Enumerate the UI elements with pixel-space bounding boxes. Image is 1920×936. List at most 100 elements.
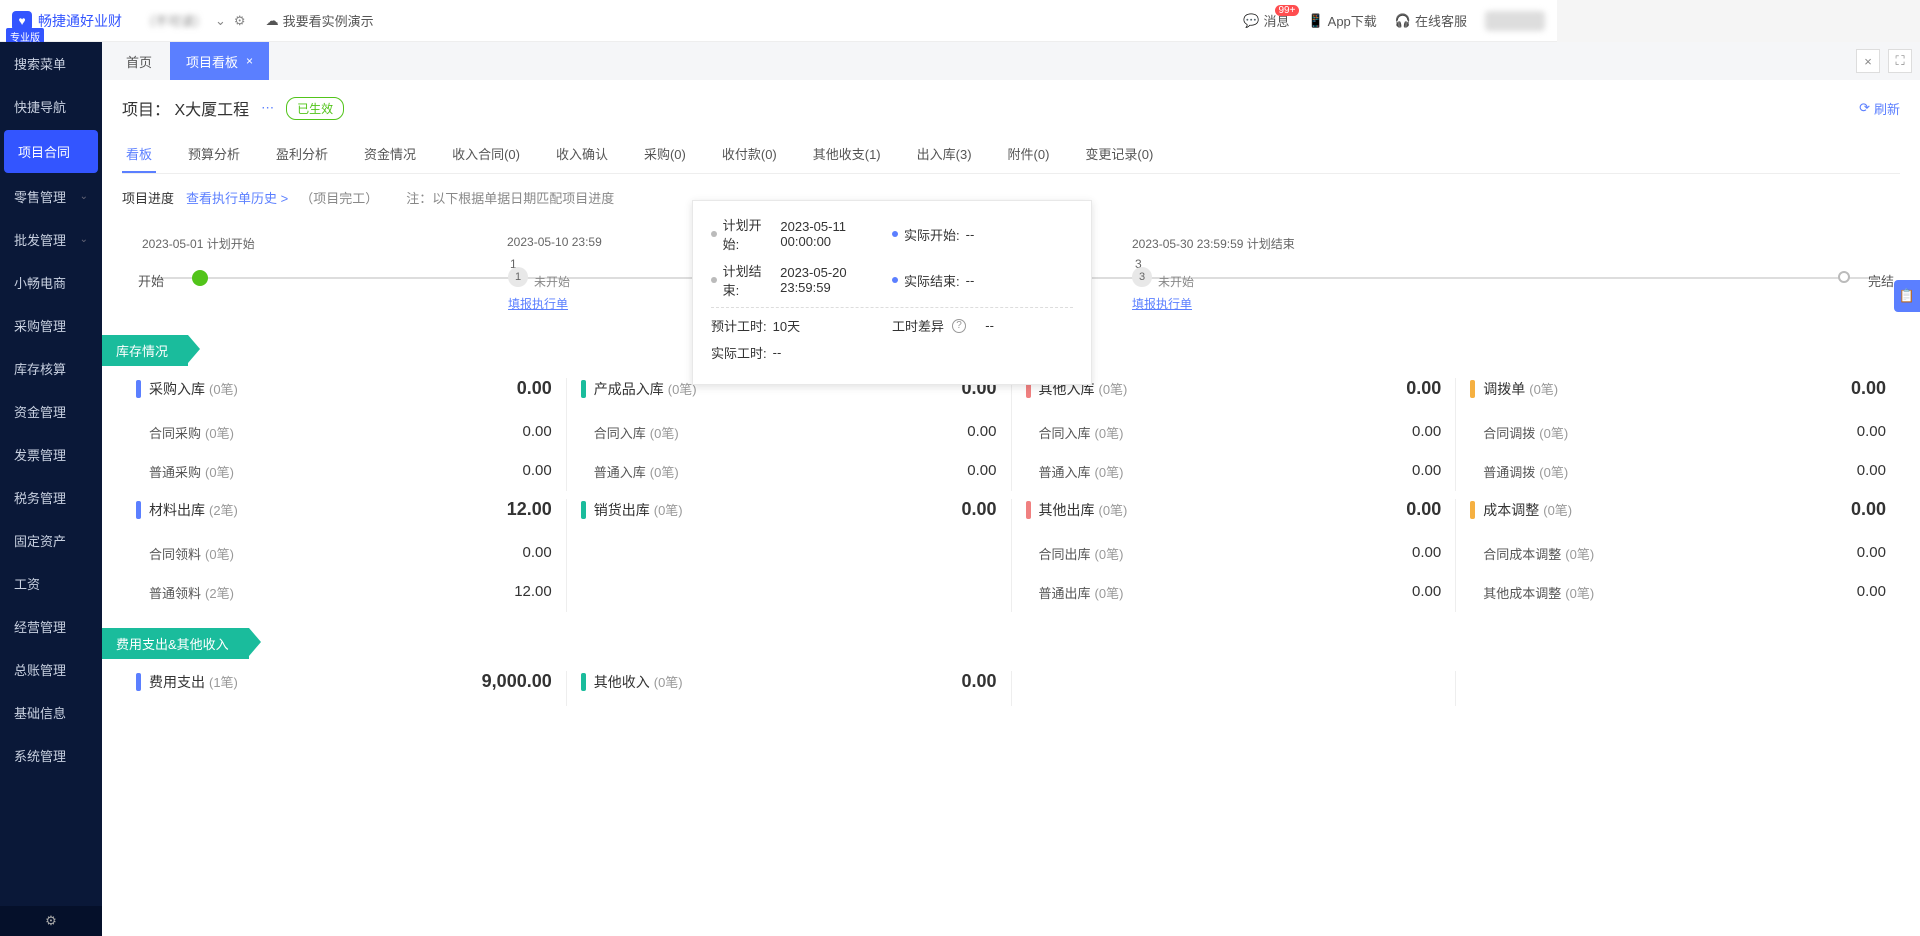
history-link[interactable]: 查看执行单历史 >	[186, 188, 288, 207]
start-dot	[192, 270, 208, 286]
card-sub-row: 普通领料(2笔)12.00	[136, 573, 552, 612]
company-selector[interactable]: （不可读） ⌄	[142, 11, 226, 30]
sub-tab-3[interactable]: 资金情况	[360, 136, 420, 173]
tl-date-1: 2023-05-01 计划开始	[142, 235, 255, 252]
page-tabs: 首页 项目看板 × × ⛶	[102, 42, 1920, 80]
sidebar-item-2[interactable]: 项目合同	[4, 130, 98, 173]
card-sub-row: 普通调拨(0笔)0.00	[1470, 452, 1886, 491]
card-sub-row: 合同领料(0笔)0.00	[136, 534, 552, 573]
sidebar-item-5[interactable]: 小畅电商	[0, 261, 102, 304]
demo-link[interactable]: ☁ 我要看实例演示	[266, 11, 374, 30]
fullscreen-button[interactable]: ⛶	[1888, 49, 1912, 73]
cloud-icon: ☁	[266, 13, 279, 29]
sidebar-item-15[interactable]: 基础信息	[0, 691, 102, 734]
message-icon: 💬	[1243, 13, 1259, 29]
card-head[interactable]: 成本调整 (0笔) 0.00	[1470, 499, 1886, 520]
sidebar-item-10[interactable]: 税务管理	[0, 476, 102, 519]
fill-link-3[interactable]: 填报执行单	[1132, 295, 1192, 312]
sub-tab-2[interactable]: 盈利分析	[272, 136, 332, 173]
sidebar-item-12[interactable]: 工资	[0, 562, 102, 605]
card-head[interactable]: 销货出库 (0笔) 0.00	[581, 499, 997, 520]
color-bar	[1026, 501, 1031, 519]
headset-icon: 🎧	[1395, 13, 1411, 29]
card-sub-row: 合同入库(0笔)0.00	[1026, 413, 1442, 452]
messages-button[interactable]: 💬 消息 99+	[1243, 11, 1289, 30]
sub-tab-0[interactable]: 看板	[122, 136, 156, 173]
card-sub-row: 普通入库(0笔)0.00	[1026, 452, 1442, 491]
gear-icon[interactable]: ⚙	[234, 13, 246, 29]
sidebar-item-0[interactable]: 搜索菜单	[0, 42, 102, 85]
sidebar-item-8[interactable]: 资金管理	[0, 390, 102, 433]
tab-home[interactable]: 首页	[110, 42, 168, 81]
end-label: 完结	[1868, 271, 1894, 290]
more-icon[interactable]: ⋯	[261, 100, 274, 116]
sidebar-item-9[interactable]: 发票管理	[0, 433, 102, 476]
side-panel-toggle[interactable]: 📋	[1894, 280, 1920, 312]
tab-project-board[interactable]: 项目看板 ×	[170, 42, 269, 81]
color-bar	[1470, 380, 1475, 398]
dot-icon	[892, 277, 898, 283]
card-head[interactable]: 其他收入 (0笔) 0.00	[581, 671, 997, 692]
expense-row: 费用支出 (1笔) 9,000.00 其他收入 (0笔) 0.00	[122, 671, 1900, 706]
logo-text: 畅捷通好业财	[38, 11, 122, 31]
section-inventory: 库存情况	[102, 335, 188, 366]
color-bar	[136, 501, 141, 519]
mobile-icon: 📱	[1307, 13, 1323, 29]
card-sub-row: 其他成本调整(0笔)0.00	[1470, 573, 1886, 612]
sidebar-item-7[interactable]: 库存核算	[0, 347, 102, 390]
app-download-button[interactable]: 📱 App下载	[1307, 11, 1376, 30]
card-head[interactable]: 费用支出 (1笔) 9,000.00	[136, 671, 552, 692]
card-col: 其他出库 (0笔) 0.00 合同出库(0笔)0.00普通出库(0笔)0.00	[1012, 499, 1457, 612]
sidebar-item-13[interactable]: 经营管理	[0, 605, 102, 648]
card-sub-row: 合同调拨(0笔)0.00	[1470, 413, 1886, 452]
sidebar-settings[interactable]: ⚙	[0, 906, 102, 936]
sub-tab-8[interactable]: 其他收支(1)	[809, 136, 885, 173]
end-dot	[1838, 271, 1850, 283]
sidebar-item-6[interactable]: 采购管理	[0, 304, 102, 347]
sub-tab-9[interactable]: 出入库(3)	[913, 136, 976, 173]
dot-icon	[711, 231, 717, 237]
card-col: 其他入库 (0笔) 0.00 合同入库(0笔)0.00普通入库(0笔)0.00	[1012, 378, 1457, 491]
help-icon[interactable]: ?	[952, 319, 966, 333]
refresh-button[interactable]: ⟳ 刷新	[1859, 99, 1900, 118]
sub-tab-7[interactable]: 收付款(0)	[718, 136, 781, 173]
avatar[interactable]	[1485, 11, 1545, 31]
note-icon: 📋	[1899, 288, 1915, 304]
close-all-button[interactable]: ×	[1856, 49, 1880, 73]
card-sub-row: 合同入库(0笔)0.00	[581, 413, 997, 452]
card-sub-row: 普通入库(0笔)0.00	[581, 452, 997, 491]
card-col: 材料出库 (2笔) 12.00 合同领料(0笔)0.00普通领料(2笔)12.0…	[122, 499, 567, 612]
timeline-node-3[interactable]: 3 未开始 填报执行单	[1132, 267, 1152, 287]
sidebar-item-16[interactable]: 系统管理	[0, 734, 102, 777]
chevron-down-icon: ⌄	[215, 13, 226, 29]
sub-tab-1[interactable]: 预算分析	[184, 136, 244, 173]
sidebar-item-4[interactable]: 批发管理⌄	[0, 218, 102, 261]
card-head[interactable]: 材料出库 (2笔) 12.00	[136, 499, 552, 520]
progress-hint: 注：以下根据单据日期匹配项目进度	[406, 188, 614, 207]
card-head[interactable]: 调拨单 (0笔) 0.00	[1470, 378, 1886, 399]
sidebar-item-3[interactable]: 零售管理⌄	[0, 175, 102, 218]
sidebar-item-11[interactable]: 固定资产	[0, 519, 102, 562]
sub-tab-11[interactable]: 变更记录(0)	[1081, 136, 1157, 173]
sub-tab-5[interactable]: 收入确认	[552, 136, 612, 173]
timeline-node-1[interactable]: 1 未开始 填报执行单	[508, 267, 528, 287]
sidebar-item-1[interactable]: 快捷导航	[0, 85, 102, 128]
section-expense: 费用支出&其他收入	[102, 628, 249, 659]
tl-date-3: 2023-05-30 23:59:59 计划结束	[1132, 235, 1295, 252]
sub-tab-6[interactable]: 采购(0)	[640, 136, 690, 173]
sidebar-item-14[interactable]: 总账管理	[0, 648, 102, 691]
color-bar	[136, 380, 141, 398]
card-head[interactable]: 其他出库 (0笔) 0.00	[1026, 499, 1442, 520]
timeline-popover: 计划开始: 2023-05-11 00:00:00 实际开始: -- 计划结束:…	[692, 200, 1092, 385]
sub-tab-10[interactable]: 附件(0)	[1004, 136, 1054, 173]
close-icon[interactable]: ×	[246, 54, 253, 68]
sub-tabs: 看板预算分析盈利分析资金情况收入合同(0) 收入确认采购(0) 收付款(0) 其他收支…	[122, 136, 1900, 174]
fill-link-1[interactable]: 填报执行单	[508, 295, 568, 312]
inventory-row-1: 采购入库 (0笔) 0.00 合同采购(0笔)0.00普通采购(0笔)0.00 …	[122, 378, 1900, 491]
history-note: （项目完工）	[300, 188, 378, 207]
color-bar	[581, 673, 586, 691]
card-head[interactable]: 采购入库 (0笔) 0.00	[136, 378, 552, 399]
support-button[interactable]: 🎧 在线客服	[1395, 11, 1467, 30]
card-sub-row: 合同采购(0笔)0.00	[136, 413, 552, 452]
sub-tab-4[interactable]: 收入合同(0)	[448, 136, 524, 173]
